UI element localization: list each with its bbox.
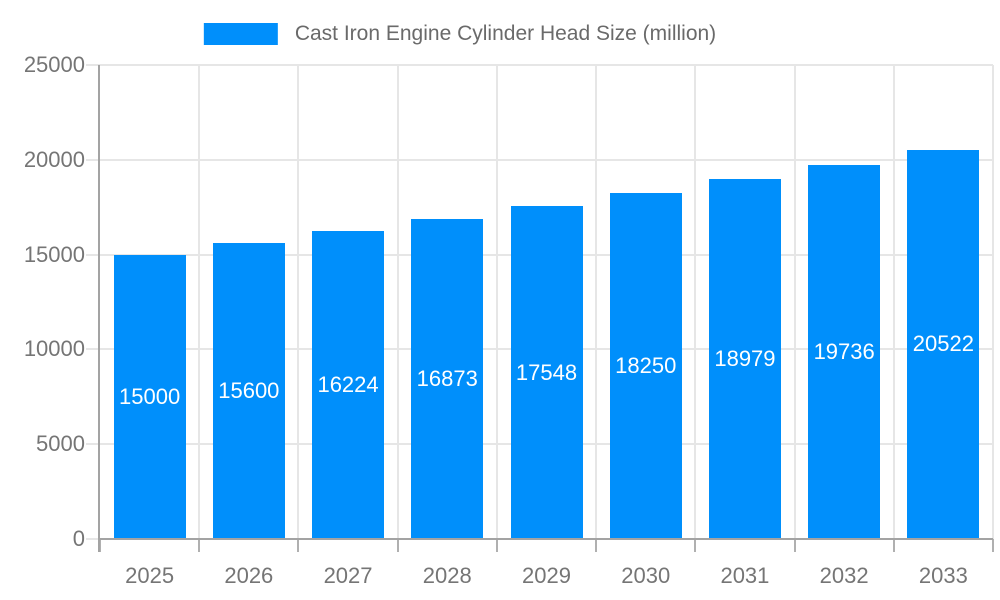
x-tick-label: 2029 (522, 563, 571, 588)
x-tick-label: 2032 (819, 563, 869, 588)
gridline-horizontal (100, 64, 993, 66)
gridline-vertical (198, 65, 201, 539)
y-axis-tick-mark (86, 348, 100, 351)
gridline-vertical (297, 65, 300, 539)
y-axis-tick-mark (86, 538, 100, 540)
gridline-vertical (694, 65, 697, 539)
y-tick-label: 25000 (23, 52, 85, 77)
x-axis-tick-mark (198, 539, 201, 552)
y-tick-label: 15000 (23, 241, 85, 267)
gridline-vertical (793, 65, 796, 539)
x-tick-label: 2026 (224, 563, 274, 588)
bar-2028[interactable] (411, 219, 484, 539)
y-axis-tick-mark (86, 64, 100, 66)
x-axis-tick-mark (396, 539, 399, 552)
x-tick-label: 2027 (323, 563, 373, 588)
x-axis-line (100, 538, 993, 540)
y-axis-tick-mark (86, 443, 100, 446)
x-axis-tick-mark (892, 539, 895, 552)
gridline-vertical (992, 65, 994, 539)
y-tick-label: 5000 (36, 431, 85, 457)
x-axis-tick-mark (992, 539, 994, 552)
gridline-vertical (495, 65, 498, 539)
y-axis-line (98, 65, 100, 552)
x-axis-tick-mark (694, 539, 697, 552)
bar-2026[interactable] (212, 243, 285, 539)
bar-2032[interactable] (808, 164, 881, 539)
gridline-horizontal (100, 158, 993, 161)
y-tick-label: 10000 (23, 336, 85, 362)
x-axis-tick-mark (793, 539, 796, 552)
x-tick-label: 2025 (125, 563, 175, 588)
x-tick-label: 2030 (621, 563, 671, 588)
y-tick-label: 20000 (23, 146, 85, 172)
gridline-vertical (396, 65, 399, 539)
x-axis-tick-mark (495, 539, 498, 552)
bar-2029[interactable] (510, 206, 583, 539)
x-tick-label: 2033 (918, 563, 968, 588)
bar-2027[interactable] (312, 231, 385, 539)
bar-2031[interactable] (708, 179, 781, 539)
plot-area: 0 5000 10000 15000 20000 25000 15000 2025 15600 2… (24, 52, 994, 588)
x-tick-label: 2028 (422, 563, 472, 588)
bar-2025[interactable] (113, 254, 186, 539)
legend-label: Cast Iron Engine Cylinder Head Size (mil… (294, 22, 717, 45)
x-axis-tick-mark (99, 539, 101, 552)
y-axis-tick-mark (86, 158, 100, 161)
y-axis-tick-mark (86, 253, 100, 256)
y-tick-label: 0 (72, 526, 85, 551)
legend-swatch (203, 23, 278, 45)
bar-2033[interactable] (907, 149, 980, 539)
gridline-vertical (892, 65, 895, 539)
x-tick-label: 2031 (720, 563, 770, 588)
gridline-vertical (595, 65, 598, 539)
bar-2030[interactable] (609, 192, 682, 539)
x-axis-tick-mark (595, 539, 598, 552)
x-axis-tick-mark (297, 539, 300, 552)
chart-legend[interactable]: Cast Iron Engine Cylinder Head Size (mil… (203, 22, 717, 46)
